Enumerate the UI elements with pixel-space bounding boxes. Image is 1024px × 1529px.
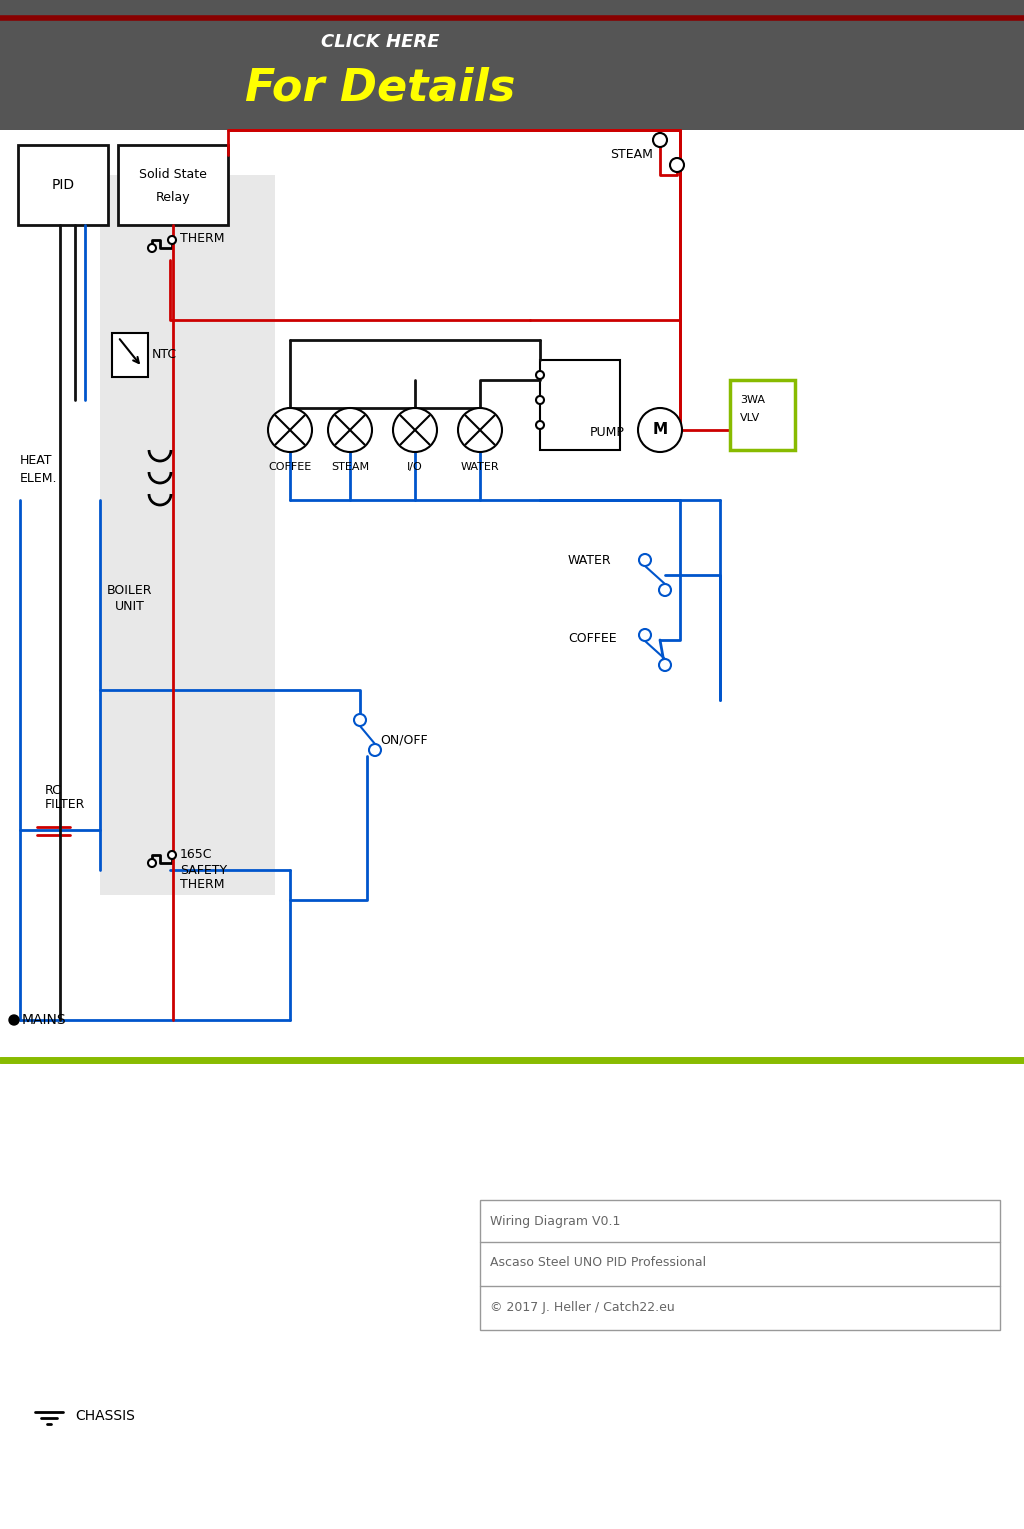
Text: THERM: THERM — [180, 879, 224, 891]
Circle shape — [659, 659, 671, 671]
Text: THERM: THERM — [180, 231, 224, 245]
Text: PID: PID — [51, 177, 75, 193]
Text: STEAM: STEAM — [331, 462, 369, 472]
Text: For Details: For Details — [245, 66, 515, 110]
Bar — [0, 0, 1024, 130]
Bar — [118, 145, 228, 225]
Bar — [540, 359, 620, 450]
Text: BOILER: BOILER — [108, 584, 153, 596]
Text: M: M — [652, 422, 668, 437]
Text: Relay: Relay — [156, 191, 190, 203]
Text: FILTER: FILTER — [45, 798, 85, 812]
Text: RC: RC — [45, 783, 61, 797]
Circle shape — [639, 628, 651, 641]
Circle shape — [638, 408, 682, 453]
Circle shape — [168, 235, 176, 245]
Circle shape — [653, 133, 667, 147]
Text: I/O: I/O — [408, 462, 423, 472]
Bar — [18, 145, 108, 225]
Bar — [100, 174, 275, 894]
Circle shape — [536, 420, 544, 430]
Circle shape — [354, 714, 366, 726]
Text: UNIT: UNIT — [115, 601, 145, 613]
Text: HEAT: HEAT — [20, 454, 52, 466]
Circle shape — [148, 859, 156, 867]
Text: 165C: 165C — [180, 849, 213, 861]
Circle shape — [639, 553, 651, 566]
Circle shape — [536, 372, 544, 379]
Bar — [480, 1200, 1000, 1330]
Text: CHASSIS: CHASSIS — [75, 1410, 135, 1423]
Text: COFFEE: COFFEE — [568, 631, 616, 645]
Text: SAFETY: SAFETY — [180, 864, 227, 876]
Circle shape — [659, 584, 671, 596]
Text: ON/OFF: ON/OFF — [380, 734, 428, 746]
Text: CLICK HERE: CLICK HERE — [321, 34, 439, 50]
Bar — [112, 333, 148, 378]
Text: VLV: VLV — [740, 413, 760, 424]
Bar — [730, 381, 795, 450]
Text: Ascaso Steel UNO PID Professional: Ascaso Steel UNO PID Professional — [490, 1257, 707, 1269]
Circle shape — [393, 408, 437, 453]
Circle shape — [369, 745, 381, 755]
Text: © 2017 J. Heller / Catch22.eu: © 2017 J. Heller / Catch22.eu — [490, 1301, 675, 1313]
Text: Solid State: Solid State — [139, 168, 207, 182]
Text: MAINS: MAINS — [22, 1014, 67, 1027]
Text: Wiring Diagram V0.1: Wiring Diagram V0.1 — [490, 1214, 621, 1228]
Text: 3WA: 3WA — [740, 394, 765, 405]
Text: NTC: NTC — [152, 349, 177, 361]
Circle shape — [268, 408, 312, 453]
Text: STEAM: STEAM — [610, 148, 653, 162]
Circle shape — [148, 245, 156, 252]
Circle shape — [328, 408, 372, 453]
Text: PUMP: PUMP — [590, 425, 625, 439]
Circle shape — [168, 852, 176, 859]
Text: WATER: WATER — [568, 553, 611, 567]
Circle shape — [670, 157, 684, 171]
Text: WATER: WATER — [461, 462, 500, 472]
Text: ELEM.: ELEM. — [20, 471, 57, 485]
Text: COFFEE: COFFEE — [268, 462, 311, 472]
Circle shape — [458, 408, 502, 453]
Circle shape — [9, 1015, 19, 1024]
Circle shape — [536, 396, 544, 404]
